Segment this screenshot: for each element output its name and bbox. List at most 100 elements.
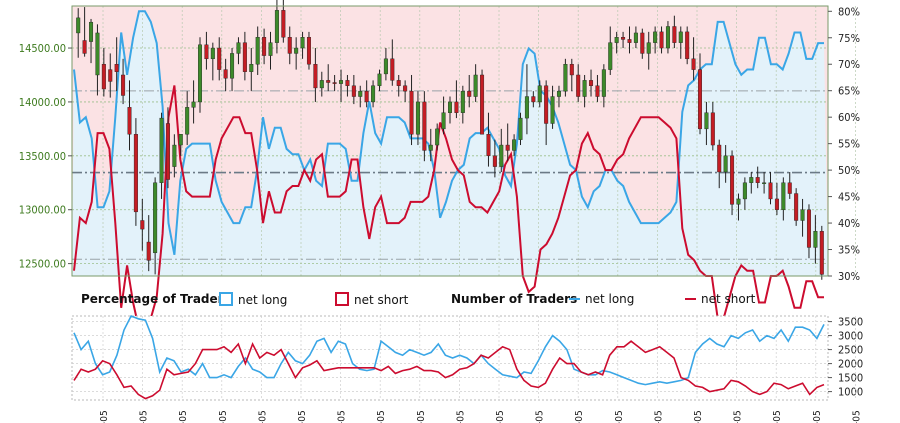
legend-num-short-label: net short (701, 292, 756, 306)
percent-tick-label: 30% (838, 270, 860, 283)
traders-tick-label: 3000 (838, 330, 863, 343)
traders-tick-label: 1000 (838, 386, 863, 399)
traders-tick-label: 2500 (838, 344, 863, 357)
candle-body (191, 101, 196, 108)
candle-body (762, 182, 767, 184)
price-tick-label: 14500.00 (19, 42, 66, 55)
candle-body (704, 112, 709, 130)
candle-body (223, 69, 228, 79)
percent-tick-label: 65% (838, 85, 860, 98)
candle-body (249, 64, 254, 72)
candle-body (396, 80, 401, 86)
candle-body (306, 37, 311, 65)
legend-percentage-heading: Percentage of Traders (81, 292, 231, 306)
candle-body (755, 177, 760, 183)
x-tick-label: -05 (812, 410, 823, 423)
candle-body (159, 117, 164, 183)
candle-body (313, 64, 318, 89)
candle-body (448, 101, 453, 113)
candle-body (441, 112, 446, 130)
candle-body (480, 74, 485, 135)
candle-body (165, 123, 170, 180)
candle-body (730, 155, 735, 205)
candle-body (332, 82, 337, 84)
candle-body (236, 42, 241, 54)
candle-body (582, 80, 587, 97)
candle-body (351, 85, 356, 97)
candle-body (486, 134, 491, 157)
candle-body (262, 37, 267, 56)
percent-tick-label: 70% (838, 58, 860, 71)
candle-body (121, 74, 126, 96)
candle-body (172, 144, 177, 167)
percent-tick-label: 80% (838, 5, 860, 18)
x-tick-label: -05 (851, 410, 862, 423)
candle-body (460, 90, 465, 113)
candle-body (403, 85, 408, 92)
percent-net-short-line (73, 85, 824, 330)
candle-body (806, 209, 811, 248)
candle-body (133, 134, 138, 213)
candle-body (101, 64, 106, 90)
legend-num-short[interactable]: net short (685, 292, 755, 306)
price-panel: 12500.00 13000.00 13500.00 14000.00 14500.00… (19, 0, 860, 330)
candle-body (787, 182, 792, 194)
legend-num-long[interactable]: net long (569, 292, 634, 306)
candle-body (723, 155, 728, 173)
net-short-square-icon (335, 292, 349, 306)
candle-body (794, 193, 799, 221)
x-tick-label: -05 (693, 410, 704, 423)
candle-body (268, 42, 273, 56)
legend-pct-short-label: net short (354, 293, 409, 307)
candle-body (281, 10, 286, 38)
candle-body (710, 112, 715, 146)
percent-tick-label: 40% (838, 217, 860, 230)
x-tick-label: -05 (495, 410, 506, 423)
candle-body (454, 101, 459, 113)
candle-body (108, 69, 113, 82)
candle-body (633, 32, 638, 43)
percent-tick-label: 35% (838, 244, 860, 257)
candle-body (595, 85, 600, 97)
candle-body (377, 73, 382, 86)
price-frame (71, 5, 829, 277)
candle-body (608, 42, 613, 70)
traders-tick-label: 3500 (838, 316, 863, 329)
candle-body (512, 139, 517, 151)
candle-body (819, 231, 824, 275)
candle-body (614, 37, 619, 43)
candle-body (698, 69, 703, 130)
x-tick-label: -05 (772, 410, 783, 423)
candle-body (204, 44, 209, 60)
legend-row: Percentage of Traders net long net short… (0, 288, 900, 310)
candle-body (685, 31, 690, 60)
legend-pct-short[interactable]: net short (335, 292, 408, 307)
candle-body (627, 39, 632, 43)
candle-body (210, 47, 215, 60)
candle-body (82, 40, 87, 54)
traders-tick-label: 1500 (838, 372, 863, 385)
candle-body (768, 182, 773, 200)
candle-body (800, 209, 805, 221)
candle-body (95, 32, 100, 76)
candle-body (742, 182, 747, 200)
candle-body (544, 85, 549, 124)
candle-body (339, 80, 344, 84)
candle-body (678, 31, 683, 43)
net-short-line-icon (685, 298, 696, 300)
percent-tick-label: 45% (838, 191, 860, 204)
x-tick-label: -05 (653, 410, 664, 423)
price-tick-label: 14000.00 (19, 96, 66, 109)
candle-body (646, 42, 651, 54)
candle-body (255, 37, 260, 65)
percent-tick-label: 60% (838, 111, 860, 124)
legend-pct-long[interactable]: net long (219, 292, 287, 307)
candle-body (736, 198, 741, 205)
legend-number-heading: Number of Traders (451, 292, 578, 306)
candle-body (390, 58, 395, 81)
candle-body (473, 74, 478, 97)
candle-body (601, 69, 606, 97)
candle-body (531, 96, 536, 103)
